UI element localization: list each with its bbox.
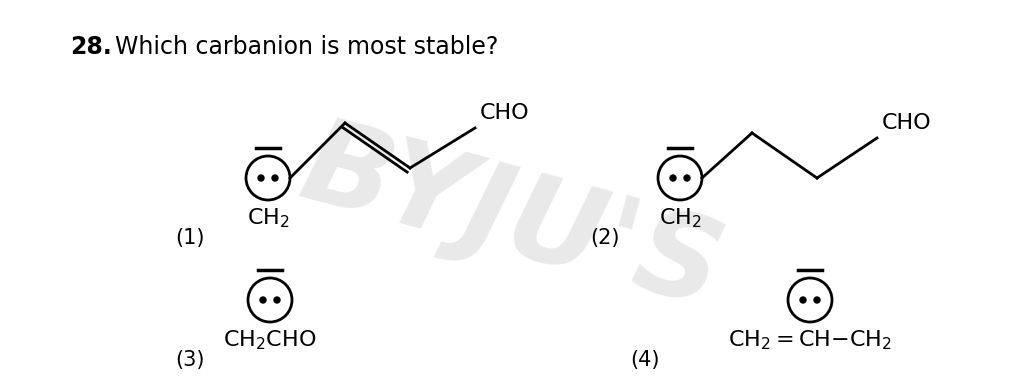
Circle shape xyxy=(258,175,264,181)
Circle shape xyxy=(684,175,690,181)
Text: 28.: 28. xyxy=(70,35,112,59)
Circle shape xyxy=(800,297,806,303)
Text: $\mathregular{CH_2{=}CH{-}CH_2}$: $\mathregular{CH_2{=}CH{-}CH_2}$ xyxy=(728,328,892,352)
Circle shape xyxy=(260,297,266,303)
Text: (3): (3) xyxy=(175,350,205,370)
Circle shape xyxy=(670,175,676,181)
Text: Which carbanion is most stable?: Which carbanion is most stable? xyxy=(115,35,499,59)
Circle shape xyxy=(814,297,820,303)
Circle shape xyxy=(274,297,280,303)
Text: (4): (4) xyxy=(630,350,659,370)
Text: CHO: CHO xyxy=(480,103,529,123)
Text: CHO: CHO xyxy=(882,113,932,133)
Text: (1): (1) xyxy=(175,228,205,248)
Circle shape xyxy=(272,175,278,181)
Text: (2): (2) xyxy=(590,228,620,248)
Text: $\mathregular{CH_2CHO}$: $\mathregular{CH_2CHO}$ xyxy=(223,328,316,352)
Text: $\mathregular{CH_2}$: $\mathregular{CH_2}$ xyxy=(247,206,290,230)
Text: BYJU'S: BYJU'S xyxy=(290,109,734,331)
Text: $\mathregular{CH_2}$: $\mathregular{CH_2}$ xyxy=(658,206,701,230)
